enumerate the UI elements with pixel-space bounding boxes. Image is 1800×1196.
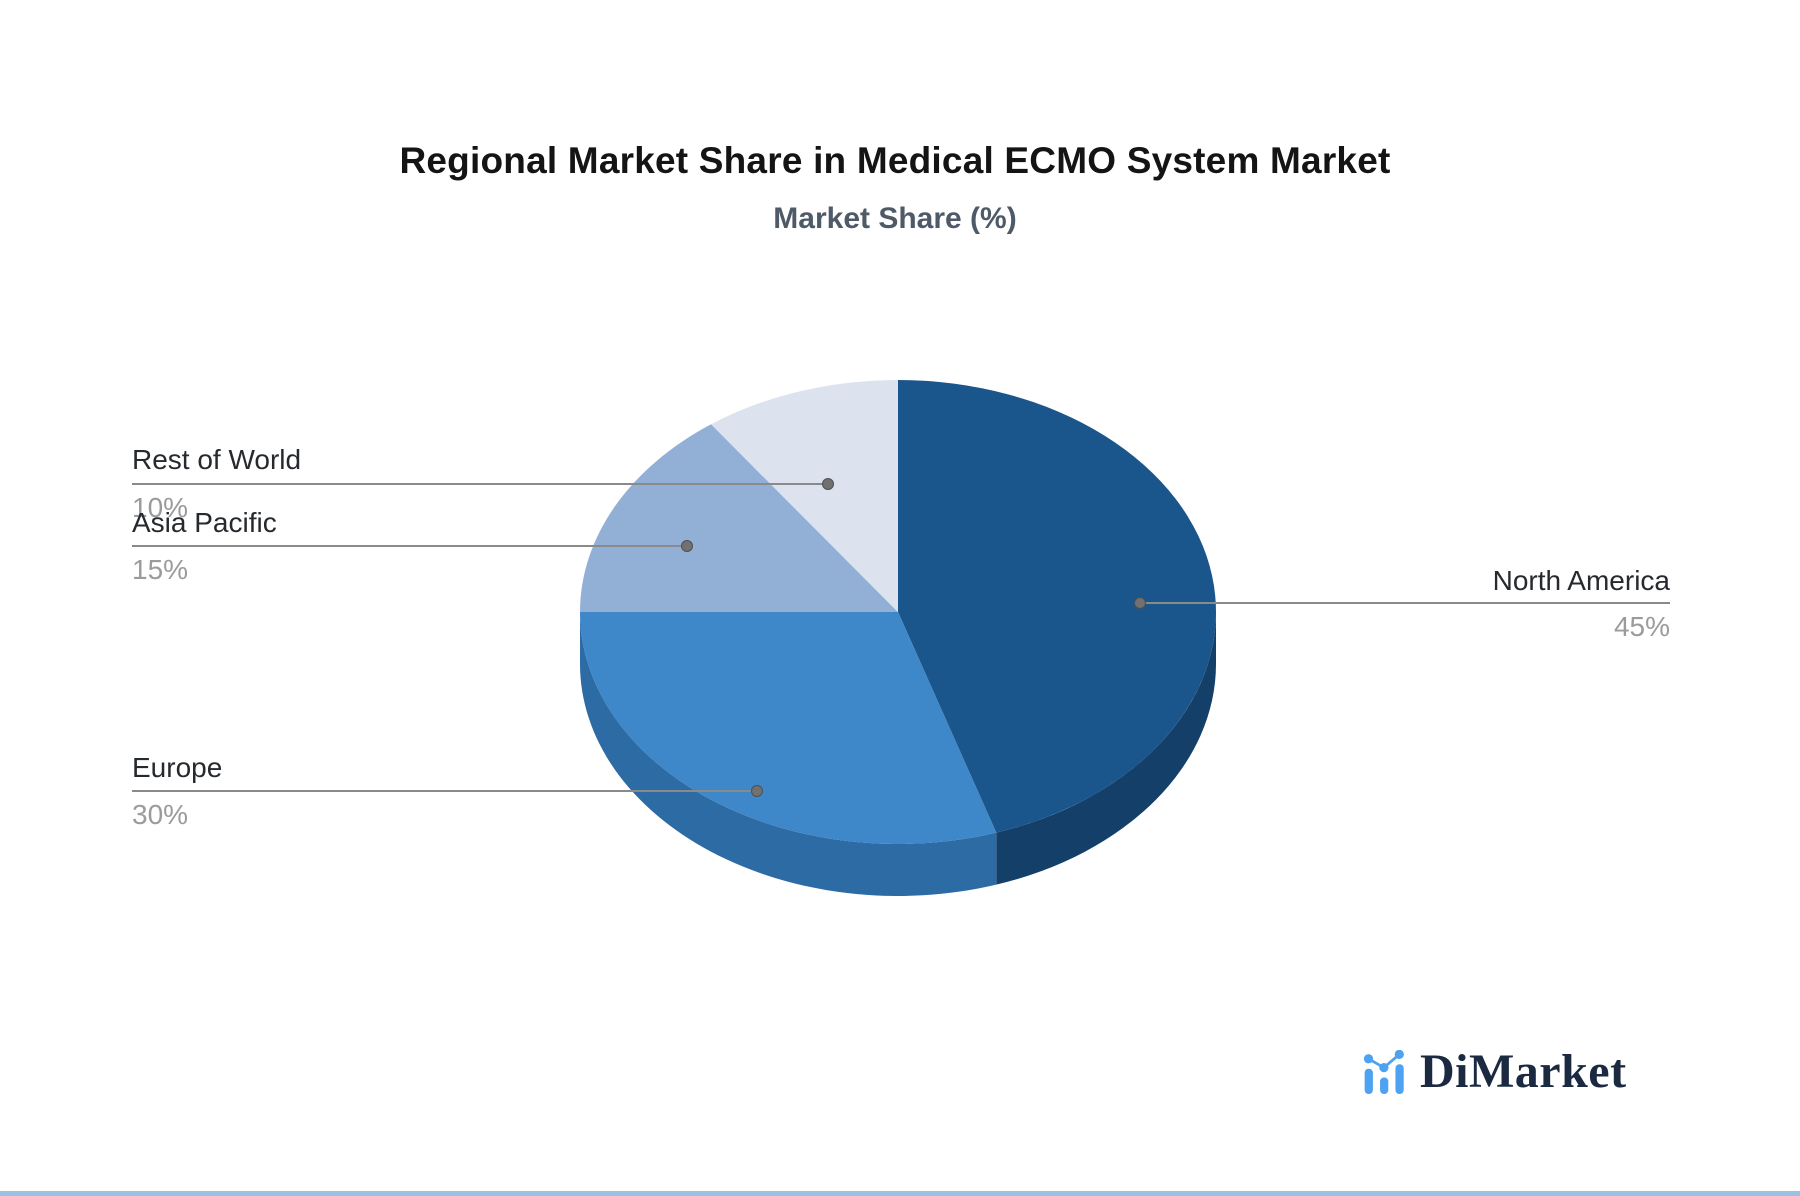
pie-slice-asia-pacific xyxy=(580,424,898,612)
leader-dot-asia-pacific xyxy=(681,540,693,552)
chart-subtitle: Market Share (%) xyxy=(773,202,1017,235)
logo-wordmark: DiMarket xyxy=(1420,1045,1627,1098)
pie-depth-europe xyxy=(580,612,997,897)
callout-value-north-america: 45% xyxy=(1613,611,1670,642)
leader-line-rest-of-world xyxy=(132,483,828,485)
bar-line-chart-icon xyxy=(1364,1049,1404,1094)
leader-line-europe xyxy=(132,790,757,792)
dimarket-logo: DiMarket xyxy=(1364,1044,1627,1099)
callout-label-asia-pacific: Asia Pacific xyxy=(132,507,277,538)
leader-dot-europe xyxy=(751,785,763,797)
callout-label-europe: Europe xyxy=(132,752,223,783)
leader-line-asia-pacific xyxy=(132,545,687,547)
callout-label-north-america: North America xyxy=(1492,565,1670,596)
chart-title: Regional Market Share in Medical ECMO Sy… xyxy=(399,140,1391,181)
leader-line-north-america xyxy=(1140,602,1670,604)
callout-value-europe: 30% xyxy=(132,799,189,830)
leader-dot-rest-of-world xyxy=(822,478,834,490)
pie-slice-rest-of-world xyxy=(711,380,898,612)
pie-slice-north-america xyxy=(898,380,1216,833)
pie-depth-north-america xyxy=(996,612,1216,885)
pie-slice-europe xyxy=(580,612,997,845)
callout-label-rest-of-world: Rest of World xyxy=(132,444,302,475)
callout-value-rest-of-world: 10% xyxy=(132,492,189,523)
leader-dot-north-america xyxy=(1134,597,1146,609)
callout-value-asia-pacific: 15% xyxy=(132,554,189,585)
bottom-edge-strip xyxy=(0,1191,1800,1196)
